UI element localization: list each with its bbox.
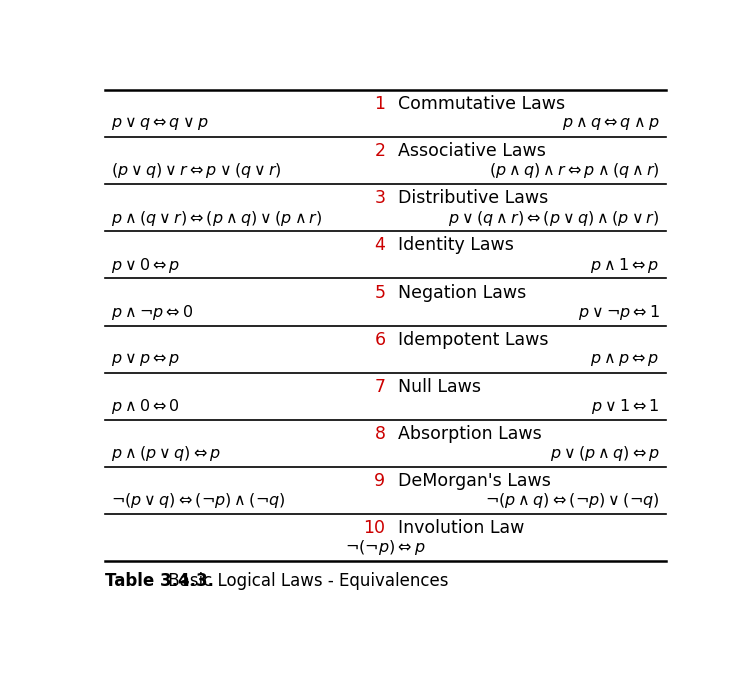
Text: $p \vee 0 \Leftrightarrow p$: $p \vee 0 \Leftrightarrow p$	[111, 255, 180, 275]
Text: $p \wedge (p \vee q) \Leftrightarrow p$: $p \wedge (p \vee q) \Leftrightarrow p$	[111, 444, 221, 463]
Text: $p \wedge q \Leftrightarrow q \wedge p$: $p \wedge q \Leftrightarrow q \wedge p$	[562, 115, 660, 133]
Text: Associative Laws: Associative Laws	[387, 142, 546, 160]
Text: Commutative Laws: Commutative Laws	[387, 95, 565, 113]
Text: Identity Laws: Identity Laws	[387, 237, 514, 255]
Text: Absorption Laws: Absorption Laws	[387, 425, 541, 443]
Text: $p \wedge (q \vee r) \Leftrightarrow (p \wedge q) \vee (p \wedge r)$: $p \wedge (q \vee r) \Leftrightarrow (p …	[111, 209, 323, 228]
Text: $p \vee 1 \Leftrightarrow 1$: $p \vee 1 \Leftrightarrow 1$	[591, 397, 660, 416]
Text: 5: 5	[374, 283, 386, 302]
Text: $(p \wedge q) \wedge r \Leftrightarrow p \wedge (q \wedge r)$: $(p \wedge q) \wedge r \Leftrightarrow p…	[489, 161, 660, 181]
Text: 7: 7	[374, 378, 386, 396]
Text: $\neg(\neg p) \Leftrightarrow p$: $\neg(\neg p) \Leftrightarrow p$	[345, 538, 426, 558]
Text: 4: 4	[374, 237, 386, 255]
Text: Negation Laws: Negation Laws	[387, 283, 526, 302]
Text: DeMorgan's Laws: DeMorgan's Laws	[387, 472, 550, 490]
Text: 3: 3	[374, 189, 386, 207]
Text: 9: 9	[374, 472, 386, 490]
Text: $p \vee p \Leftrightarrow p$: $p \vee p \Leftrightarrow p$	[111, 351, 180, 368]
Text: 10: 10	[363, 519, 386, 537]
Text: Idempotent Laws: Idempotent Laws	[387, 331, 548, 349]
Text: $p \wedge 1 \Leftrightarrow p$: $p \wedge 1 \Leftrightarrow p$	[590, 255, 660, 275]
Text: $\neg(p \wedge q) \Leftrightarrow (\neg p) \vee (\neg q)$: $\neg(p \wedge q) \Leftrightarrow (\neg …	[485, 491, 660, 510]
Text: $\neg(p \vee q) \Leftrightarrow (\neg p) \wedge (\neg q)$: $\neg(p \vee q) \Leftrightarrow (\neg p)…	[111, 491, 286, 510]
Text: 1: 1	[374, 95, 386, 113]
Text: $p \wedge \neg p \Leftrightarrow 0$: $p \wedge \neg p \Leftrightarrow 0$	[111, 303, 193, 322]
Text: $p \wedge p \Leftrightarrow p$: $p \wedge p \Leftrightarrow p$	[590, 351, 660, 368]
Text: 8: 8	[374, 425, 386, 443]
Text: $p \wedge 0 \Leftrightarrow 0$: $p \wedge 0 \Leftrightarrow 0$	[111, 397, 180, 416]
Text: Basic Logical Laws - Equivalences: Basic Logical Laws - Equivalences	[163, 572, 448, 591]
Text: Involution Law: Involution Law	[387, 519, 524, 537]
Text: $p \vee \neg p \Leftrightarrow 1$: $p \vee \neg p \Leftrightarrow 1$	[578, 303, 660, 322]
Text: $(p \vee q) \vee r \Leftrightarrow p \vee (q \vee r)$: $(p \vee q) \vee r \Leftrightarrow p \ve…	[111, 161, 282, 181]
Text: 6: 6	[374, 331, 386, 349]
Text: Null Laws: Null Laws	[387, 378, 481, 396]
Text: Distributive Laws: Distributive Laws	[387, 189, 548, 207]
Text: $p \vee (q \wedge r) \Leftrightarrow (p \vee q) \wedge (p \vee r)$: $p \vee (q \wedge r) \Leftrightarrow (p …	[448, 209, 660, 228]
Text: 2: 2	[374, 142, 386, 160]
Text: Table 3.4.3.: Table 3.4.3.	[105, 572, 214, 591]
Text: $p \vee q \Leftrightarrow q \vee p$: $p \vee q \Leftrightarrow q \vee p$	[111, 115, 208, 133]
Text: $p \vee (p \wedge q) \Leftrightarrow p$: $p \vee (p \wedge q) \Leftrightarrow p$	[550, 444, 660, 463]
